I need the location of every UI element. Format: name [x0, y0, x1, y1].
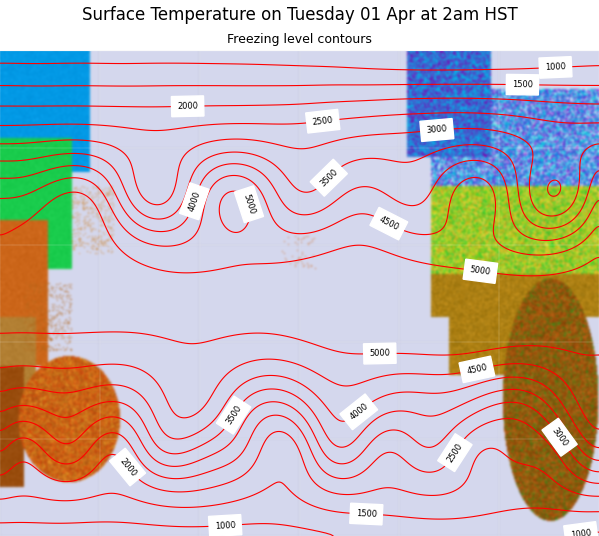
- Text: 1000: 1000: [570, 528, 592, 536]
- Text: 1500: 1500: [512, 80, 533, 90]
- Text: 3500: 3500: [224, 404, 243, 427]
- Text: 1000: 1000: [544, 62, 566, 72]
- Text: 4000: 4000: [187, 190, 202, 213]
- Text: Freezing level contours: Freezing level contours: [227, 33, 372, 46]
- Text: 5000: 5000: [369, 349, 391, 358]
- Text: Surface Temperature on Tuesday 01 Apr at 2am HST: Surface Temperature on Tuesday 01 Apr at…: [81, 6, 518, 24]
- Text: 5000: 5000: [470, 265, 491, 277]
- Text: 3000: 3000: [550, 426, 570, 449]
- Text: 3500: 3500: [318, 167, 340, 188]
- Text: 1500: 1500: [356, 509, 377, 519]
- Text: 1000: 1000: [214, 520, 236, 531]
- Text: 2000: 2000: [177, 101, 198, 111]
- Text: 3000: 3000: [426, 124, 448, 136]
- Text: 5000: 5000: [241, 193, 256, 215]
- Text: 2000: 2000: [117, 456, 138, 478]
- Text: 4000: 4000: [348, 402, 370, 422]
- Text: 4500: 4500: [377, 215, 400, 233]
- Text: 2500: 2500: [312, 116, 334, 127]
- Text: 2500: 2500: [446, 442, 464, 464]
- Text: 4500: 4500: [465, 363, 488, 376]
